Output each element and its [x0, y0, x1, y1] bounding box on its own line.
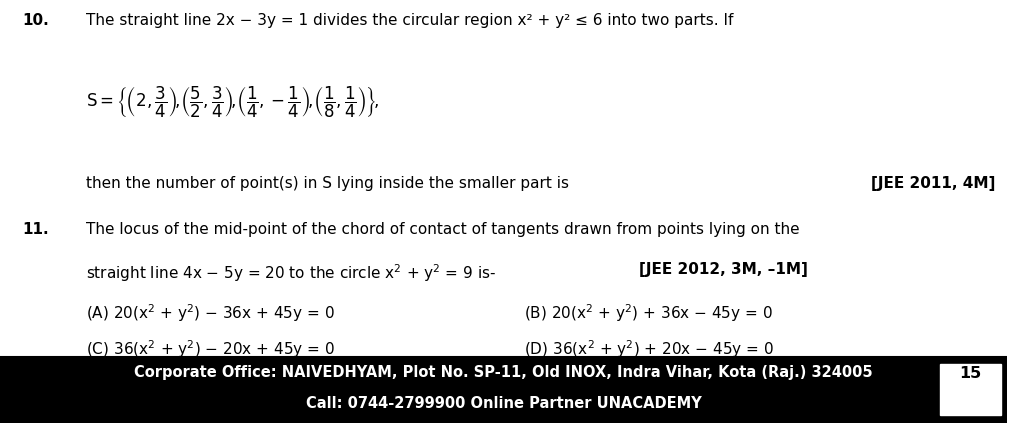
Text: [JEE 2011, 4M]: [JEE 2011, 4M]	[870, 176, 995, 190]
Text: [JEE 2012, 3M, –1M]: [JEE 2012, 3M, –1M]	[639, 262, 808, 277]
Text: 11.: 11.	[23, 222, 49, 237]
Text: $\mathrm{S} = \left\{\!\left(2,\dfrac{3}{4}\right)\!,\!\left(\dfrac{5}{2},\dfrac: $\mathrm{S} = \left\{\!\left(2,\dfrac{3}…	[86, 85, 379, 120]
Text: The straight line 2x − 3y = 1 divides the circular region x² + y² ≤ 6 into two p: The straight line 2x − 3y = 1 divides th…	[86, 13, 733, 27]
Text: 10.: 10.	[23, 13, 49, 27]
Text: (A) 20(x$^2$ + y$^2$) $-$ 36x + 45y = 0: (A) 20(x$^2$ + y$^2$) $-$ 36x + 45y = 0	[86, 302, 334, 324]
Text: 15: 15	[959, 366, 982, 381]
Text: Corporate Office: NAIVEDHYAM, Plot No. SP-11, Old INOX, Indra Vihar, Kota (Raj.): Corporate Office: NAIVEDHYAM, Plot No. S…	[134, 365, 872, 380]
FancyBboxPatch shape	[940, 364, 1000, 415]
Text: (D) 36(x$^2$ + y$^2$) + 20x $-$ 45y = 0: (D) 36(x$^2$ + y$^2$) + 20x $-$ 45y = 0	[523, 338, 773, 360]
Text: Call: 0744-2799900 Online Partner UNACADEMY: Call: 0744-2799900 Online Partner UNACAD…	[305, 396, 701, 411]
Text: straight line 4x $-$ 5y = 20 to the circle x$^2$ + y$^2$ = 9 is-: straight line 4x $-$ 5y = 20 to the circ…	[86, 262, 496, 284]
Text: The locus of the mid-point of the chord of contact of tangents drawn from points: The locus of the mid-point of the chord …	[86, 222, 799, 237]
Text: (C) 36(x$^2$ + y$^2$) $-$ 20x + 45y = 0: (C) 36(x$^2$ + y$^2$) $-$ 20x + 45y = 0	[86, 338, 335, 360]
Text: (B) 20(x$^2$ + y$^2$) + 36x $-$ 45y = 0: (B) 20(x$^2$ + y$^2$) + 36x $-$ 45y = 0	[523, 302, 772, 324]
FancyBboxPatch shape	[0, 357, 1007, 423]
Text: then the number of point(s) in S lying inside the smaller part is: then the number of point(s) in S lying i…	[86, 176, 568, 190]
